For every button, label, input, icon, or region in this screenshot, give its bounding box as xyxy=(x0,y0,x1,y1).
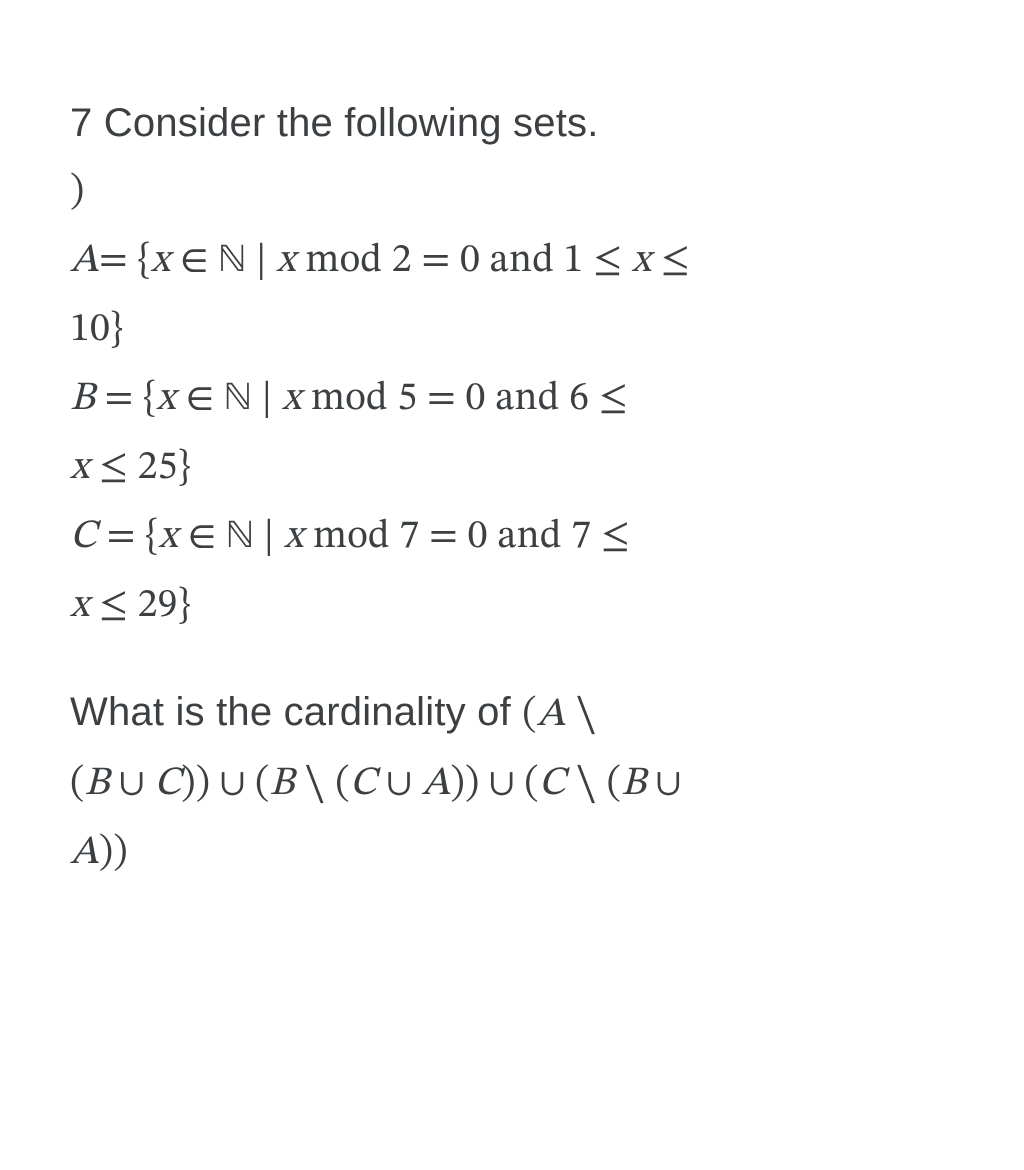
text: ∪ xyxy=(109,764,154,804)
var-x: x xyxy=(276,241,295,281)
text: ≤ 29} xyxy=(89,586,190,626)
set-c-line1: C = {x ∈ ℕ | x mod 7 = 0 and 7 ≤ xyxy=(70,501,954,570)
text: | xyxy=(246,241,276,281)
text: ∈ xyxy=(170,241,218,281)
nat-symbol: ℕ xyxy=(218,241,246,281)
text: ∈ xyxy=(176,379,224,419)
var-x: x xyxy=(158,517,177,557)
text: ∪ xyxy=(377,764,422,804)
problem-heading: 7 Consider the following sets. xyxy=(70,90,954,156)
text: 10} xyxy=(70,310,123,350)
set-A: A xyxy=(422,764,451,804)
set-a-line1: A= {x ∈ ℕ | x mod 2 = 0 and 1 ≤ x ≤ xyxy=(70,225,954,294)
text: )) ∪ ( xyxy=(451,764,539,804)
question-line2: (B ∪ C)) ∪ (B ∖ (C ∪ A)) ∪ (C ∖ (B ∪ xyxy=(70,748,954,817)
var-x: x xyxy=(156,379,175,419)
set-C: C xyxy=(539,764,566,804)
question-line3: A)) xyxy=(70,817,954,886)
question-text: What is the cardinality of xyxy=(70,690,522,734)
intro-text: Consider the following sets. xyxy=(104,101,599,145)
text: = { xyxy=(99,241,151,281)
text: ∖ xyxy=(566,695,597,735)
text: ≤ xyxy=(651,241,690,281)
set-C: C xyxy=(154,764,181,804)
problem-page: 7 Consider the following sets. ) A= {x ∈… xyxy=(0,0,1024,886)
var-x: x xyxy=(70,448,89,488)
set-a-name: A xyxy=(70,241,99,281)
nat-symbol: ℕ xyxy=(224,379,252,419)
text: | xyxy=(254,517,284,557)
text: ∖ ( xyxy=(294,764,349,804)
text: ( xyxy=(70,764,84,804)
paren-text: ) xyxy=(70,172,84,212)
text: ∪ xyxy=(646,764,681,804)
set-C: C xyxy=(350,764,377,804)
text: mod 7 = 0 and 7 ≤ xyxy=(303,517,629,557)
set-c-line2: x ≤ 29} xyxy=(70,570,954,639)
text: ∈ xyxy=(178,517,226,557)
text: mod 2 = 0 and 1 ≤ xyxy=(296,241,632,281)
set-b-line1: B = {x ∈ ℕ | x mod 5 = 0 and 6 ≤ xyxy=(70,363,954,432)
stray-paren: ) xyxy=(70,156,954,225)
text: )) ∪ ( xyxy=(181,764,269,804)
var-x: x xyxy=(282,379,301,419)
var-x: x xyxy=(632,241,651,281)
text: ≤ 25} xyxy=(89,448,190,488)
text: ( xyxy=(522,695,536,735)
text: ∖ ( xyxy=(566,764,621,804)
set-B: B xyxy=(621,764,646,804)
text: = { xyxy=(95,379,156,419)
set-B: B xyxy=(84,764,109,804)
text: = { xyxy=(97,517,158,557)
var-x: x xyxy=(70,586,89,626)
set-c-name: C xyxy=(70,517,97,557)
set-b-name: B xyxy=(70,379,95,419)
set-A: A xyxy=(537,695,566,735)
text: | xyxy=(252,379,282,419)
var-x: x xyxy=(151,241,170,281)
var-x: x xyxy=(284,517,303,557)
problem-number: 7 xyxy=(70,101,92,145)
text: mod 5 = 0 and 6 ≤ xyxy=(301,379,627,419)
spacer xyxy=(70,639,954,679)
set-A: A xyxy=(70,833,99,873)
question-line1: What is the cardinality of (A ∖ xyxy=(70,679,954,748)
nat-symbol: ℕ xyxy=(226,517,254,557)
set-B: B xyxy=(270,764,295,804)
text: )) xyxy=(99,833,128,873)
set-b-line2: x ≤ 25} xyxy=(70,432,954,501)
set-a-line2: 10} xyxy=(70,294,954,363)
